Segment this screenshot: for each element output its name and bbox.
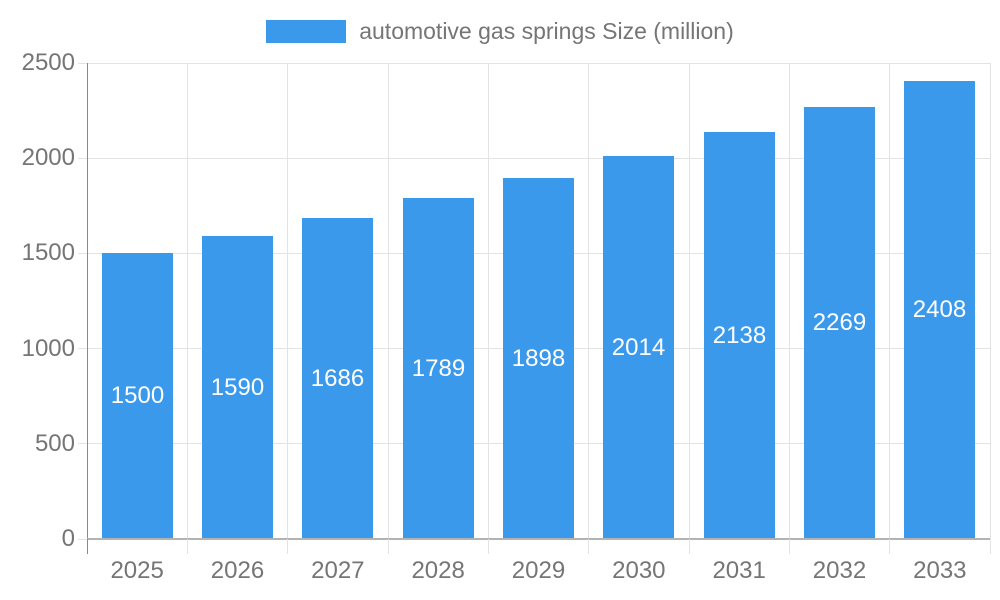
x-gridline bbox=[387, 63, 389, 554]
bar-value-label: 1686 bbox=[310, 364, 365, 392]
x-gridline bbox=[487, 63, 489, 554]
y-axis-tick bbox=[78, 157, 87, 159]
plot-area: 0 500 1000 1500 2000 2500 1500 2025 1590 2026 1686… bbox=[22, 49, 991, 584]
x-axis-label: 2027 bbox=[311, 557, 365, 584]
x-gridline bbox=[889, 63, 891, 554]
x-axis-label: 2031 bbox=[712, 557, 766, 584]
bar: 2138 bbox=[704, 132, 775, 539]
bar-value-label: 1898 bbox=[511, 344, 566, 372]
legend-label: automotive gas springs Size (million) bbox=[359, 18, 734, 44]
x-gridline bbox=[287, 63, 289, 554]
bar: 1789 bbox=[403, 198, 474, 539]
y-axis-label: 500 bbox=[34, 429, 75, 457]
bar-value-label: 2269 bbox=[812, 309, 867, 336]
y-axis-label: 0 bbox=[61, 525, 75, 552]
y-axis-label: 2000 bbox=[21, 144, 75, 172]
y-axis-label: 1500 bbox=[21, 239, 75, 267]
y-axis-tick bbox=[78, 443, 87, 445]
bar: 1500 bbox=[102, 253, 173, 539]
bar: 1686 bbox=[302, 218, 373, 539]
bar: 2408 bbox=[904, 81, 975, 539]
x-gridline bbox=[688, 63, 690, 554]
x-gridline bbox=[989, 63, 991, 554]
legend: automotive gas springs Size (million) bbox=[0, 18, 1000, 45]
x-axis-label: 2028 bbox=[411, 557, 465, 584]
bar-value-label: 2014 bbox=[611, 333, 666, 361]
y-axis-line bbox=[87, 63, 88, 554]
y-axis-tick bbox=[78, 62, 87, 64]
bar-value-label: 1500 bbox=[110, 382, 165, 409]
legend-swatch bbox=[266, 20, 347, 43]
bar-value-label: 2408 bbox=[912, 296, 967, 323]
y-axis-label: 2500 bbox=[21, 49, 75, 76]
x-gridline bbox=[588, 63, 590, 554]
x-axis-baseline bbox=[87, 538, 990, 539]
y-gridline bbox=[87, 538, 990, 540]
x-axis-label: 2026 bbox=[210, 557, 265, 584]
bar: 2269 bbox=[804, 107, 875, 539]
bar: 1590 bbox=[202, 236, 273, 539]
bar-value-label: 1789 bbox=[411, 354, 466, 382]
y-gridline bbox=[87, 157, 990, 159]
y-axis-tick bbox=[78, 538, 87, 540]
y-axis-label: 1000 bbox=[21, 334, 75, 362]
bar: 2014 bbox=[603, 156, 674, 539]
x-gridline bbox=[788, 63, 790, 554]
y-gridline bbox=[87, 62, 990, 64]
y-axis-tick bbox=[78, 252, 87, 254]
bar: 1898 bbox=[503, 178, 574, 539]
x-axis-label: 2025 bbox=[110, 557, 164, 584]
x-axis-label: 2033 bbox=[913, 557, 967, 584]
x-axis-label: 2032 bbox=[812, 557, 867, 584]
y-axis-tick bbox=[78, 348, 87, 350]
x-gridline bbox=[186, 63, 188, 554]
x-axis-label: 2029 bbox=[511, 557, 566, 584]
x-axis-label: 2030 bbox=[612, 557, 666, 584]
bar-value-label: 2138 bbox=[712, 321, 767, 349]
bar-value-label: 1590 bbox=[210, 373, 265, 401]
